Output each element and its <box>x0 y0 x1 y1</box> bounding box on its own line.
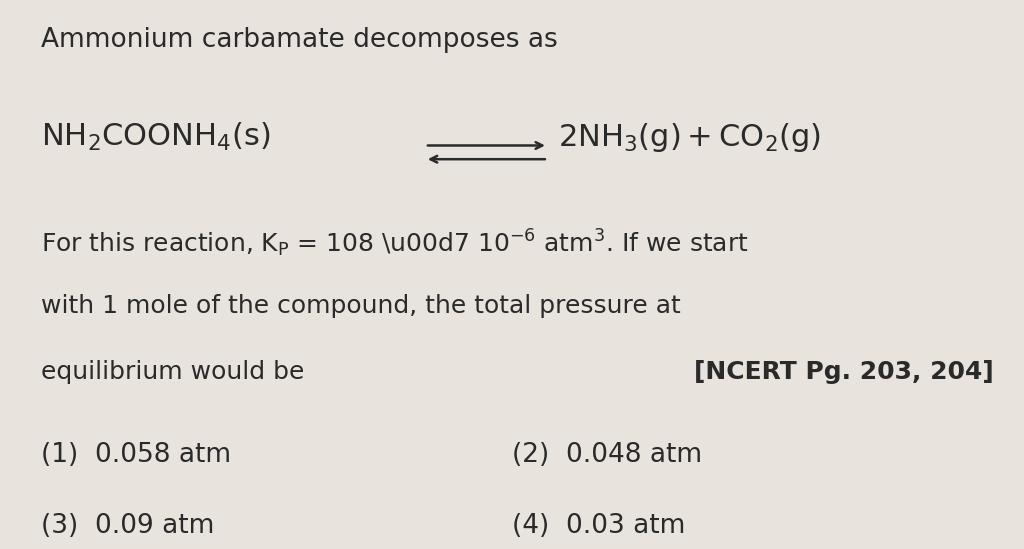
Text: equilibrium would be: equilibrium would be <box>41 360 304 384</box>
Text: [NCERT Pg. 203, 204]: [NCERT Pg. 203, 204] <box>693 360 993 384</box>
Text: Ammonium carbamate decomposes as: Ammonium carbamate decomposes as <box>41 27 558 53</box>
Text: For this reaction, $\mathrm{K_P}$ = 108 \u00d7 10$^{-6}$ atm$^3$. If we start: For this reaction, $\mathrm{K_P}$ = 108 … <box>41 228 749 259</box>
Text: (2)  0.048 atm: (2) 0.048 atm <box>512 442 702 468</box>
Text: $\mathrm{NH_2COONH_4(s)}$: $\mathrm{NH_2COONH_4(s)}$ <box>41 121 270 153</box>
Text: (4)  0.03 atm: (4) 0.03 atm <box>512 513 685 539</box>
Text: (3)  0.09 atm: (3) 0.09 atm <box>41 513 214 539</box>
Text: with 1 mole of the compound, the total pressure at: with 1 mole of the compound, the total p… <box>41 294 681 318</box>
Text: $\mathrm{2NH_3(g) + CO_2(g)}$: $\mathrm{2NH_3(g) + CO_2(g)}$ <box>558 121 821 154</box>
Text: (1)  0.058 atm: (1) 0.058 atm <box>41 442 231 468</box>
